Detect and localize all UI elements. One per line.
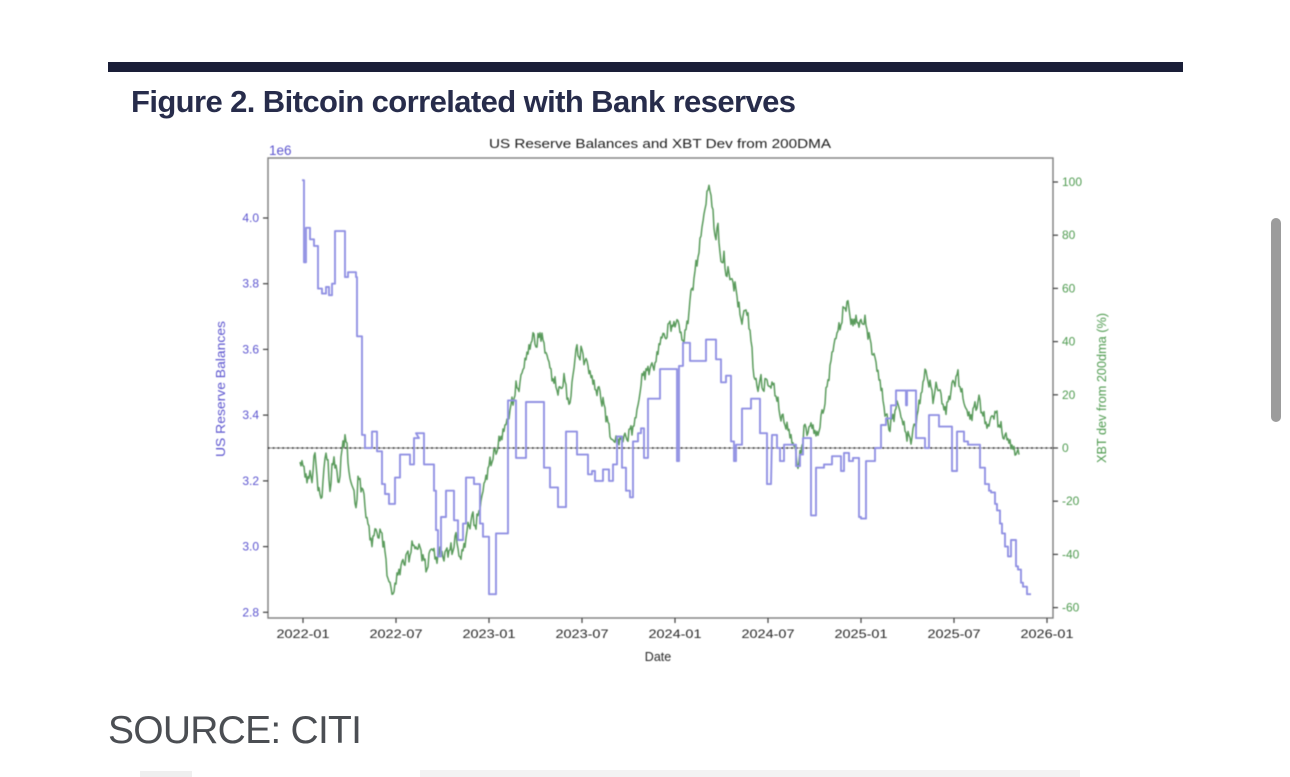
svg-text:2.8: 2.8	[242, 605, 259, 619]
svg-text:2022-01: 2022-01	[277, 627, 330, 641]
svg-text:US Reserve Balances and XBT De: US Reserve Balances and XBT Dev from 200…	[489, 137, 832, 151]
svg-text:100: 100	[1062, 175, 1082, 189]
svg-text:XBT dev from 200dma (%): XBT dev from 200dma (%)	[1095, 313, 1109, 463]
svg-text:40: 40	[1062, 335, 1076, 349]
svg-text:2025-01: 2025-01	[835, 627, 888, 641]
svg-text:3.4: 3.4	[242, 408, 259, 422]
svg-text:2022-07: 2022-07	[370, 627, 423, 641]
svg-text:2026-01: 2026-01	[1021, 627, 1074, 641]
svg-text:2024-01: 2024-01	[649, 627, 702, 641]
svg-text:20: 20	[1062, 388, 1076, 402]
svg-text:0: 0	[1062, 441, 1069, 455]
svg-text:3.2: 3.2	[242, 474, 259, 488]
svg-text:US Reserve Balances: US Reserve Balances	[214, 321, 228, 457]
svg-text:Date: Date	[645, 650, 671, 664]
svg-text:60: 60	[1062, 281, 1076, 295]
svg-text:2024-07: 2024-07	[742, 627, 795, 641]
svg-text:4.0: 4.0	[242, 211, 259, 225]
svg-text:3.6: 3.6	[242, 342, 259, 356]
svg-text:3.0: 3.0	[242, 540, 259, 554]
svg-text:2023-01: 2023-01	[463, 627, 516, 641]
svg-text:2023-07: 2023-07	[556, 627, 609, 641]
svg-text:1e6: 1e6	[269, 143, 292, 158]
svg-text:-20: -20	[1062, 494, 1080, 508]
svg-text:3.8: 3.8	[242, 277, 259, 291]
svg-text:2025-07: 2025-07	[928, 627, 981, 641]
svg-text:-60: -60	[1062, 601, 1080, 615]
svg-text:-40: -40	[1062, 547, 1080, 561]
svg-text:80: 80	[1062, 228, 1076, 242]
